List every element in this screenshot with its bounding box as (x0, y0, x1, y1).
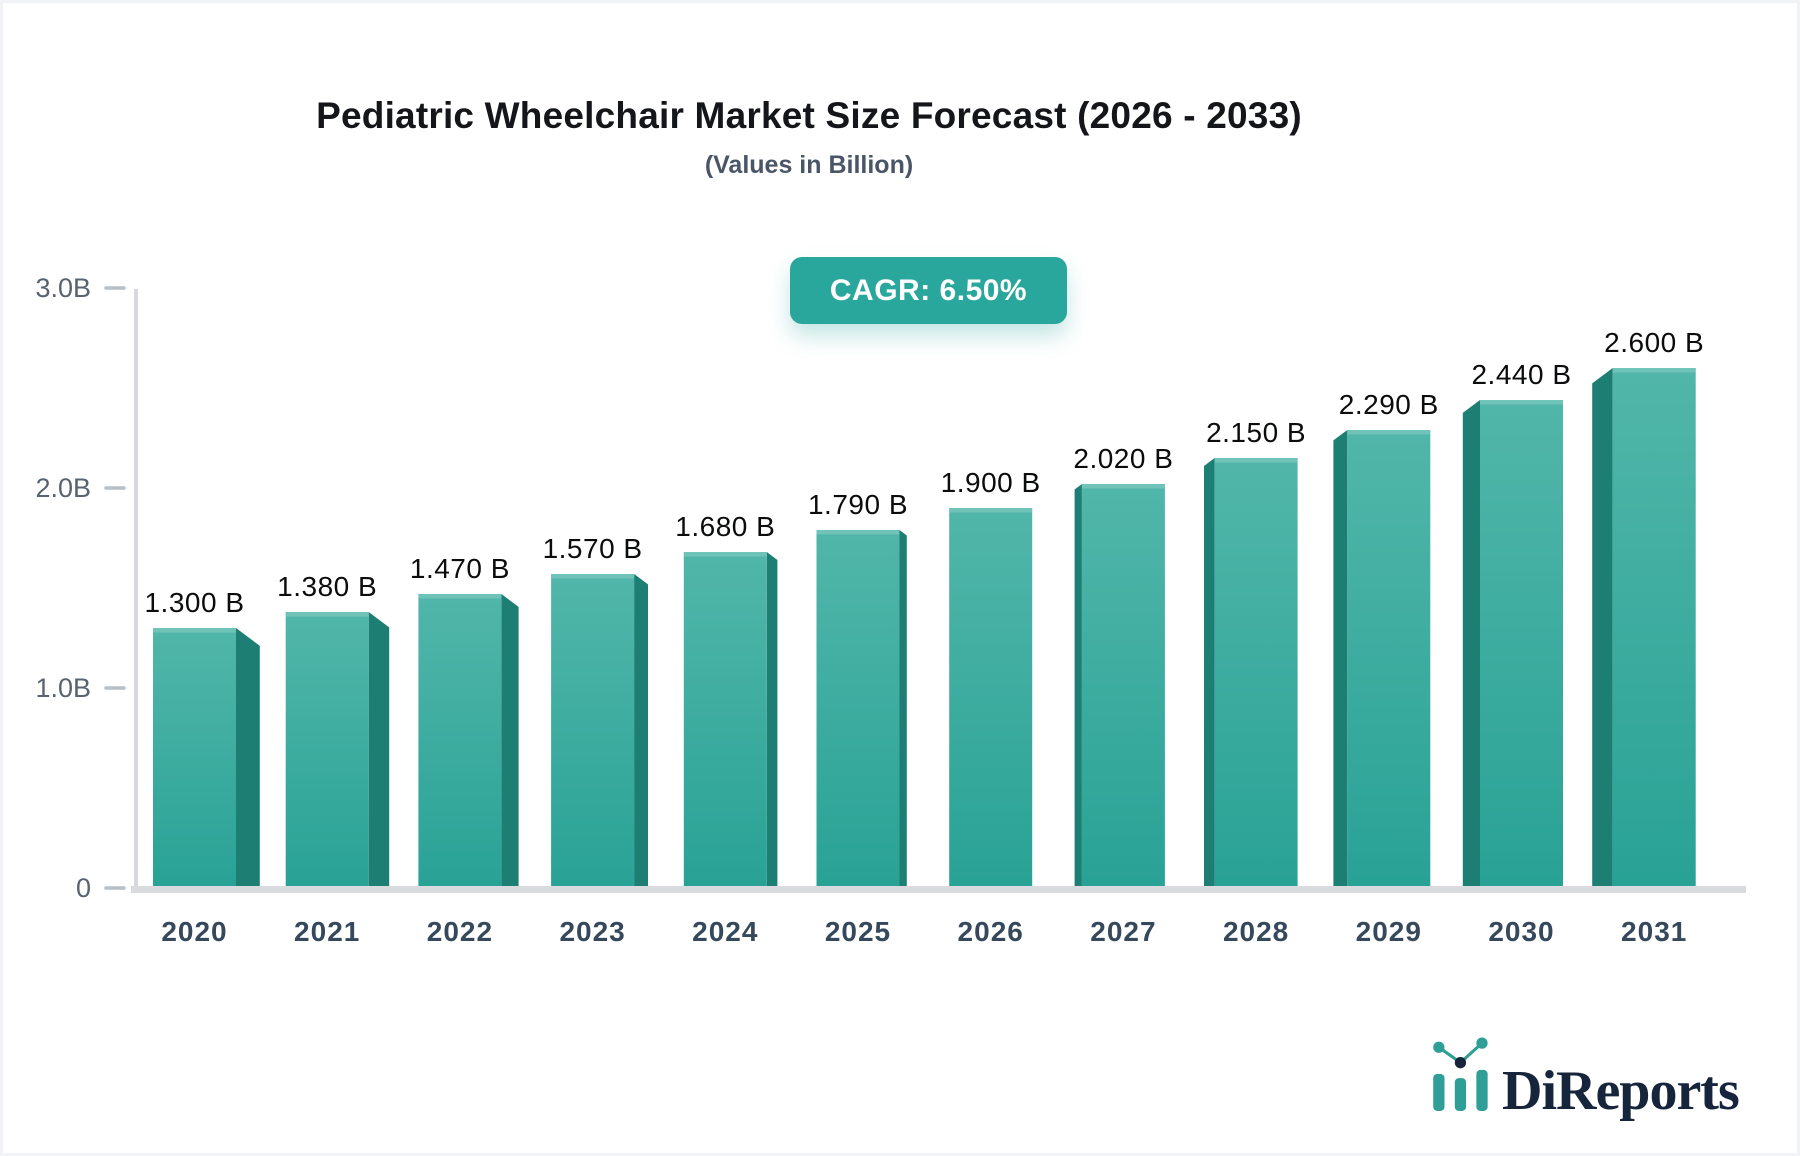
bar-side-face (899, 530, 907, 890)
title-block: Pediatric Wheelchair Market Size Forecas… (3, 95, 1615, 180)
bar-chart: 0 1.0B 2.0B 3.0B 1.300 B 2020 1.380 B 2021 1.470… (3, 3, 1797, 1153)
bar-top-highlight (551, 574, 635, 579)
x-axis-baseline (131, 886, 1746, 893)
bar-2030 (1480, 400, 1563, 890)
cagr-badge: CAGR: 6.50% (790, 257, 1067, 324)
value-label-2023: 1.570 B (543, 533, 643, 564)
bar-top-highlight (816, 530, 900, 535)
bar-2020 (153, 628, 236, 890)
y-tick-label: 3.0B (35, 273, 91, 303)
value-label-2031: 2.600 B (1604, 327, 1704, 358)
bar-side-face (1592, 368, 1613, 890)
bar-side-face (1074, 484, 1082, 890)
bar-top-highlight (1347, 430, 1431, 435)
bar-side-face (766, 552, 778, 890)
bar-top-highlight (1081, 484, 1165, 489)
bar-top-highlight (949, 508, 1033, 513)
bar-top-highlight (1612, 368, 1696, 373)
bar-2021 (285, 612, 369, 890)
bar-top-highlight (1480, 400, 1563, 405)
bar-top-highlight (418, 594, 502, 599)
direports-logo-text: DiReports (1502, 1059, 1740, 1122)
bar-2029 (1347, 430, 1431, 890)
bar-top-highlight (153, 628, 236, 633)
y-tick-label: 1.0B (35, 673, 91, 703)
x-label-2031: 2031 (1621, 916, 1687, 947)
bar-chart-svg: 0 1.0B 2.0B 3.0B 1.300 B 2020 1.380 B 2021 1.470… (35, 273, 1746, 947)
y-tick-label: 2.0B (35, 473, 91, 503)
value-label-2030: 2.440 B (1471, 359, 1571, 390)
x-label-2021: 2021 (294, 916, 360, 947)
value-label-2024: 1.680 B (675, 511, 775, 542)
value-label-2021: 1.380 B (277, 571, 377, 602)
chart-subtitle: (Values in Billion) (704, 151, 914, 179)
y-tick-label: 0 (76, 873, 91, 903)
x-label-2029: 2029 (1356, 916, 1422, 947)
bar-2031 (1612, 368, 1696, 890)
value-label-2022: 1.470 B (410, 553, 510, 584)
bar-side-face (236, 628, 260, 890)
value-label-2029: 2.290 B (1339, 389, 1439, 420)
x-label-2024: 2024 (692, 916, 758, 947)
bar-side-face (1462, 400, 1480, 890)
x-label-2030: 2030 (1488, 916, 1554, 947)
bar-2022 (418, 594, 502, 890)
x-label-2026: 2026 (958, 916, 1024, 947)
bar-side-face (368, 612, 390, 890)
bar-side-face (1204, 458, 1215, 890)
bar-top-highlight (1214, 458, 1298, 463)
value-label-2025: 1.790 B (808, 489, 908, 520)
bar-2027 (1081, 484, 1165, 890)
chart-title: Pediatric Wheelchair Market Size Forecas… (316, 95, 1302, 136)
value-label-2028: 2.150 B (1206, 417, 1306, 448)
bar-top-highlight (285, 612, 369, 617)
bar-side-face (501, 594, 519, 890)
x-label-2027: 2027 (1090, 916, 1156, 947)
bar-2023 (551, 574, 635, 890)
bar-2028 (1214, 458, 1298, 890)
x-label-2020: 2020 (161, 916, 227, 947)
cagr-badge-label: CAGR: 6.50% (829, 273, 1028, 307)
bar-2024 (683, 552, 767, 890)
x-label-2025: 2025 (825, 916, 891, 947)
x-label-2023: 2023 (559, 916, 625, 947)
mini-bar-chart-icon (1433, 1037, 1493, 1118)
bar-top-highlight (683, 552, 767, 557)
bar-2026 (949, 508, 1033, 890)
x-label-2028: 2028 (1223, 916, 1289, 947)
bar-side-face (1333, 430, 1348, 890)
value-label-2027: 2.020 B (1073, 443, 1173, 474)
x-label-2022: 2022 (427, 916, 493, 947)
direports-logo: DiReports (1433, 1037, 1740, 1122)
bar-2025 (816, 530, 900, 890)
value-label-2020: 1.300 B (144, 587, 244, 618)
value-label-2026: 1.900 B (941, 467, 1041, 498)
bar-side-face (634, 574, 648, 890)
